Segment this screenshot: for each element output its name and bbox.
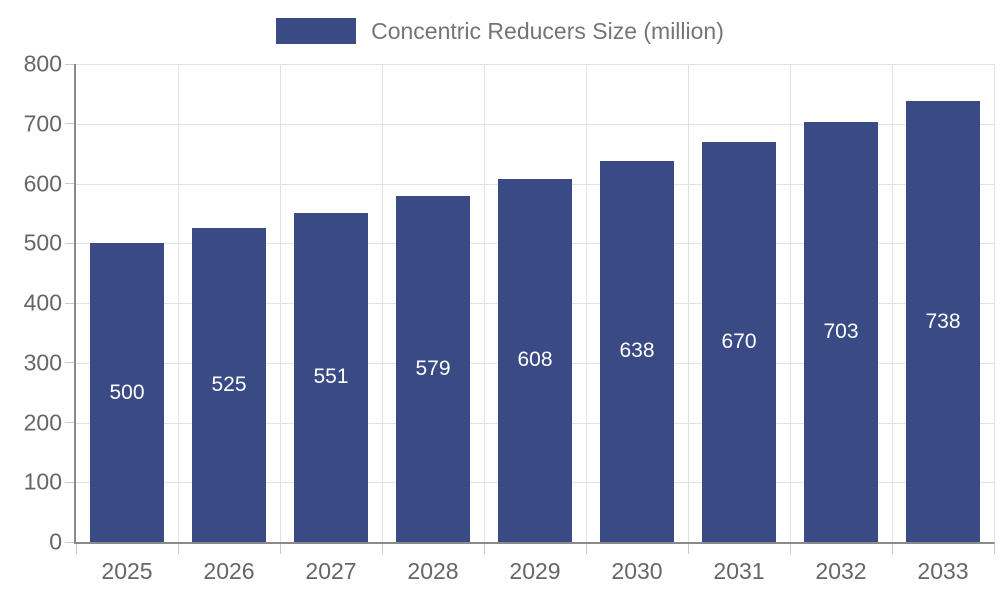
bar-2026[interactable]: 525: [192, 228, 266, 542]
x-gridline: [483, 64, 485, 542]
x-axis-tick-label: 2031: [713, 558, 765, 584]
x-axis-tick-label: 2028: [407, 558, 459, 584]
y-tick-mark: [65, 123, 74, 125]
bar-value-label: 579: [415, 357, 451, 381]
x-tick-mark: [381, 544, 383, 554]
x-gridline: [585, 64, 587, 542]
y-tick-mark: [65, 302, 74, 304]
bar-2031[interactable]: 670: [702, 141, 776, 542]
bar-2025[interactable]: 500: [90, 243, 164, 542]
x-gridline: [177, 64, 179, 542]
x-tick-mark: [279, 544, 281, 554]
x-tick-mark: [483, 544, 485, 554]
x-axis-tick-label: 2025: [101, 558, 153, 584]
y-tick-mark: [65, 422, 74, 423]
y-gridline: [76, 123, 994, 125]
y-tick-mark: [65, 362, 74, 364]
y-axis-tick-label: 300: [23, 349, 62, 376]
bar-2028[interactable]: 579: [396, 196, 470, 542]
bar-value-label: 608: [517, 348, 553, 372]
y-tick-mark: [65, 541, 74, 543]
x-tick-mark: [75, 544, 77, 554]
x-axis-tick-label: 2032: [815, 558, 867, 584]
y-axis-tick-label: 800: [23, 50, 62, 77]
y-axis-tick-label: 600: [23, 170, 62, 196]
bar-value-label: 670: [721, 329, 757, 353]
x-tick-mark: [687, 544, 689, 554]
x-gridline: [279, 64, 281, 542]
bar-2027[interactable]: 551: [294, 212, 368, 542]
y-axis-tick-label: 100: [23, 468, 62, 495]
bar-2029[interactable]: 608: [498, 178, 572, 542]
x-axis-tick-label: 2027: [305, 558, 357, 584]
y-tick-mark: [65, 183, 74, 184]
chart-legend[interactable]: Concentric Reducers Size (million): [0, 14, 1000, 48]
bar-value-label: 551: [313, 365, 349, 389]
x-gridline: [891, 64, 893, 542]
x-tick-mark: [993, 544, 995, 554]
bar-value-label: 738: [925, 309, 961, 333]
y-axis-tick-label: 400: [23, 289, 62, 316]
y-gridline: [76, 64, 994, 65]
x-gridline: [789, 64, 791, 542]
x-axis-tick-label: 2030: [611, 558, 663, 584]
bar-2032[interactable]: 703: [804, 121, 878, 542]
x-tick-mark: [789, 544, 791, 554]
bar-2033[interactable]: 738: [906, 101, 980, 542]
legend-label: Concentric Reducers Size (million): [371, 18, 724, 44]
x-gridline: [687, 64, 689, 542]
x-axis-tick-label: 2026: [203, 558, 255, 584]
y-tick-mark: [65, 242, 74, 244]
x-axis-tick-label: 2033: [917, 558, 969, 584]
bar-value-label: 525: [211, 373, 247, 397]
bar-value-label: 703: [823, 319, 859, 343]
bar-value-label: 638: [619, 339, 655, 363]
y-axis-tick-label: 0: [49, 528, 62, 555]
plot-area: 0 100 200 300 400 500 600 700 800 500 2025 525 2026 5…: [24, 51, 995, 584]
x-tick-mark: [585, 544, 587, 554]
y-axis-tick-label: 200: [23, 409, 62, 435]
legend-swatch-icon: [276, 18, 357, 44]
y-axis-tick-label: 500: [23, 229, 62, 256]
y-tick-mark: [65, 63, 74, 65]
bar-value-label: 500: [109, 380, 145, 404]
x-axis-tick-label: 2029: [509, 558, 561, 584]
x-tick-mark: [177, 544, 179, 554]
x-gridline: [381, 64, 383, 542]
y-tick-mark: [65, 481, 74, 483]
bar-2030[interactable]: 638: [600, 160, 674, 542]
x-tick-mark: [891, 544, 893, 554]
y-axis-tick-label: 700: [23, 110, 62, 137]
